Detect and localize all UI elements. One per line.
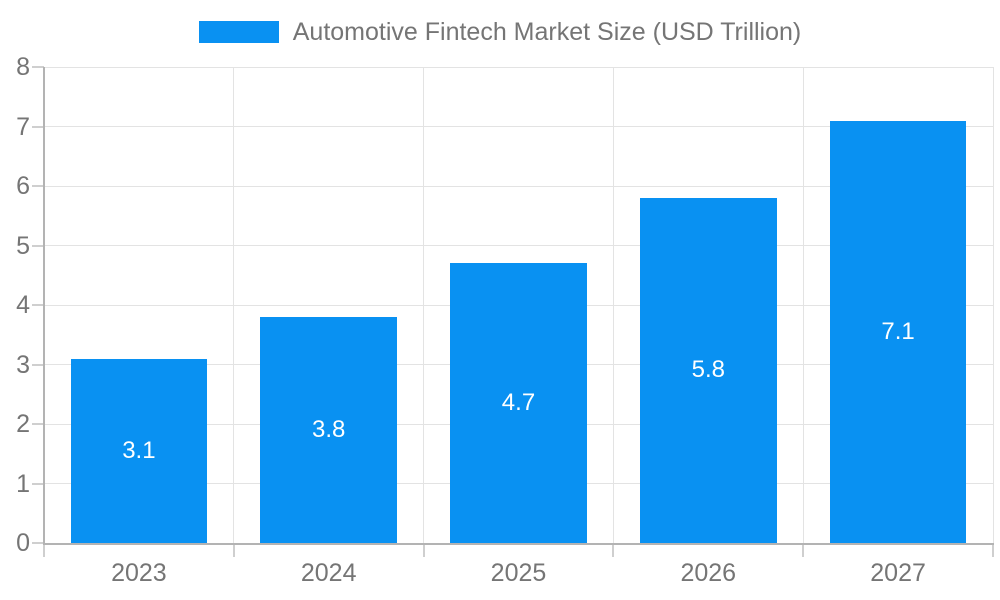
legend: Automotive Fintech Market Size (USD Tril… [0, 17, 1000, 46]
bar-value-label: 4.7 [501, 389, 536, 417]
bar-value-label: 7.1 [881, 317, 915, 345]
x-axis-tick [43, 545, 45, 557]
y-axis-line [43, 67, 45, 545]
y-axis-tick-label: 6 [16, 172, 30, 200]
bar: 3.1 [70, 358, 208, 543]
x-axis-tick [232, 545, 235, 557]
x-axis-tick-label: 2024 [300, 559, 357, 587]
bar: 4.7 [450, 263, 587, 543]
y-axis-tick [32, 244, 44, 247]
x-axis-tick-label: 2026 [680, 559, 737, 587]
x-axis-tick [422, 545, 425, 557]
y-gridline [44, 245, 993, 246]
y-axis-tick [32, 304, 44, 306]
bar: 3.8 [260, 316, 397, 543]
y-axis-tick-label: 0 [16, 529, 30, 557]
x-axis-tick [992, 545, 994, 557]
y-axis-tick-label: 2 [16, 410, 30, 438]
legend-swatch [198, 21, 279, 43]
x-gridline [802, 67, 804, 543]
x-axis-tick [612, 545, 615, 557]
x-axis-line [43, 543, 994, 545]
x-gridline [233, 67, 235, 543]
bar: 7.1 [829, 120, 967, 543]
bar-value-label: 3.1 [122, 436, 156, 464]
y-gridline [44, 126, 993, 127]
y-axis-tick [32, 125, 44, 128]
y-axis-tick [32, 185, 44, 187]
y-gridline [44, 66, 993, 68]
bar-value-label: 5.8 [691, 356, 725, 384]
y-axis-tick-label: 7 [16, 112, 30, 141]
y-axis-tick [32, 542, 44, 544]
y-axis-tick-label: 8 [16, 53, 30, 81]
x-gridline [423, 67, 425, 543]
y-axis-tick-label: 3 [16, 350, 30, 379]
y-axis-tick [32, 66, 44, 68]
x-gridline [612, 67, 614, 543]
legend-label: Automotive Fintech Market Size (USD Tril… [292, 17, 802, 46]
y-axis-tick [32, 482, 44, 485]
x-axis-tick-label: 2025 [490, 559, 547, 587]
y-axis-tick-label: 4 [16, 291, 30, 319]
x-axis-tick-label: 2023 [111, 559, 167, 587]
y-axis-tick [32, 363, 44, 366]
bar: 5.8 [639, 197, 777, 543]
x-axis-tick [802, 545, 805, 557]
y-axis-tick-label: 5 [16, 231, 30, 260]
y-axis-tick [32, 423, 44, 425]
x-gridline [992, 67, 994, 543]
bar-value-label: 3.8 [311, 415, 346, 443]
y-axis-tick-label: 1 [16, 469, 30, 498]
x-axis-tick-label: 2027 [870, 559, 926, 587]
y-gridline [44, 185, 993, 187]
